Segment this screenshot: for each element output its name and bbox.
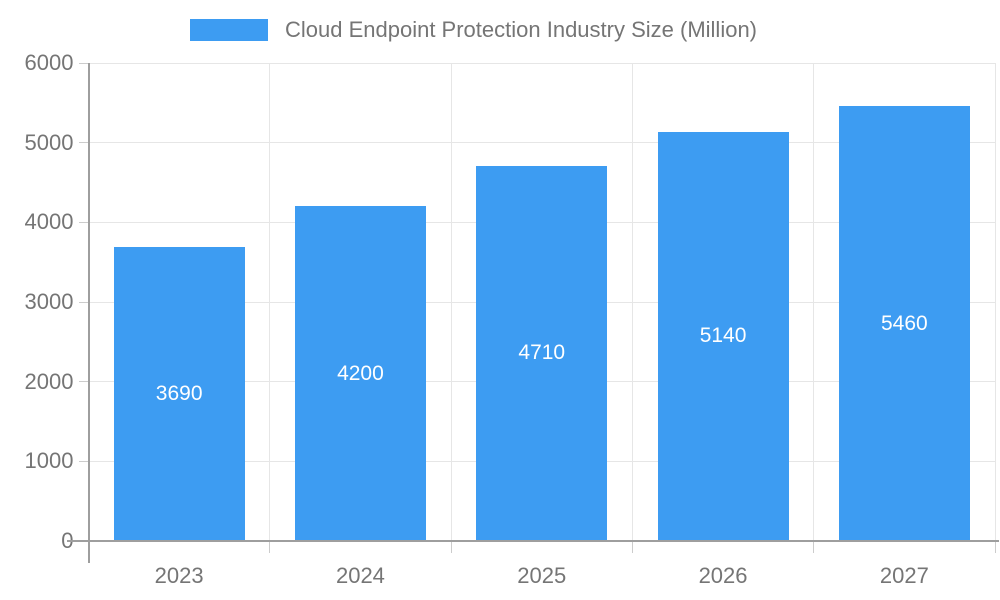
chart-legend: Cloud Endpoint Protection Industry Size … xyxy=(190,14,757,46)
y-axis-tick xyxy=(78,221,89,223)
chart-title: Cloud Endpoint Protection Industry Size … xyxy=(285,17,758,42)
bar xyxy=(476,165,608,541)
gridline-horizontal xyxy=(88,142,995,144)
x-axis-line xyxy=(66,540,999,542)
gridline-vertical xyxy=(450,63,452,541)
x-axis-tick-label: 2027 xyxy=(879,563,929,588)
gridline-horizontal xyxy=(88,62,995,64)
bar xyxy=(113,247,245,541)
gridline-vertical xyxy=(631,63,633,541)
y-axis-tick-label: 2000 xyxy=(24,368,74,394)
y-axis-tick-label: 4000 xyxy=(24,209,74,235)
bar xyxy=(657,131,789,541)
x-axis-tick-label: 2025 xyxy=(517,563,567,588)
y-axis-line xyxy=(87,63,90,563)
x-axis-tick xyxy=(994,541,996,553)
y-axis-tick xyxy=(78,381,89,383)
y-axis-tick xyxy=(78,460,89,462)
y-axis-tick-label: 1000 xyxy=(24,448,74,474)
bar xyxy=(838,106,970,541)
y-axis-tick-label: 6000 xyxy=(24,50,74,75)
x-axis-tick xyxy=(631,541,633,553)
gridline-vertical xyxy=(269,63,271,541)
y-axis-tick xyxy=(78,142,89,144)
bar xyxy=(294,206,426,541)
gridline-vertical xyxy=(994,63,996,541)
x-axis-tick-label: 2024 xyxy=(335,563,385,588)
y-axis-tick xyxy=(78,62,89,64)
bar-value-label: 3690 xyxy=(155,382,203,405)
y-axis-tick-label: 5000 xyxy=(24,129,74,155)
bar-value-label: 5460 xyxy=(880,311,928,335)
x-axis-tick-label: 2026 xyxy=(698,563,748,588)
gridline-vertical xyxy=(813,63,815,541)
x-axis-tick xyxy=(269,541,271,553)
bar-value-label: 4710 xyxy=(518,341,566,365)
y-axis-tick-label: 3000 xyxy=(24,289,74,314)
legend-color-swatch xyxy=(190,19,268,41)
y-axis-tick xyxy=(78,301,89,303)
x-axis-tick-label: 2023 xyxy=(154,563,204,588)
x-axis-tick xyxy=(450,541,452,553)
bar-value-label: 4200 xyxy=(337,361,384,385)
bar-value-label: 5140 xyxy=(699,324,747,348)
y-axis-tick-label: 0 xyxy=(61,528,74,553)
x-axis-tick xyxy=(813,541,815,553)
